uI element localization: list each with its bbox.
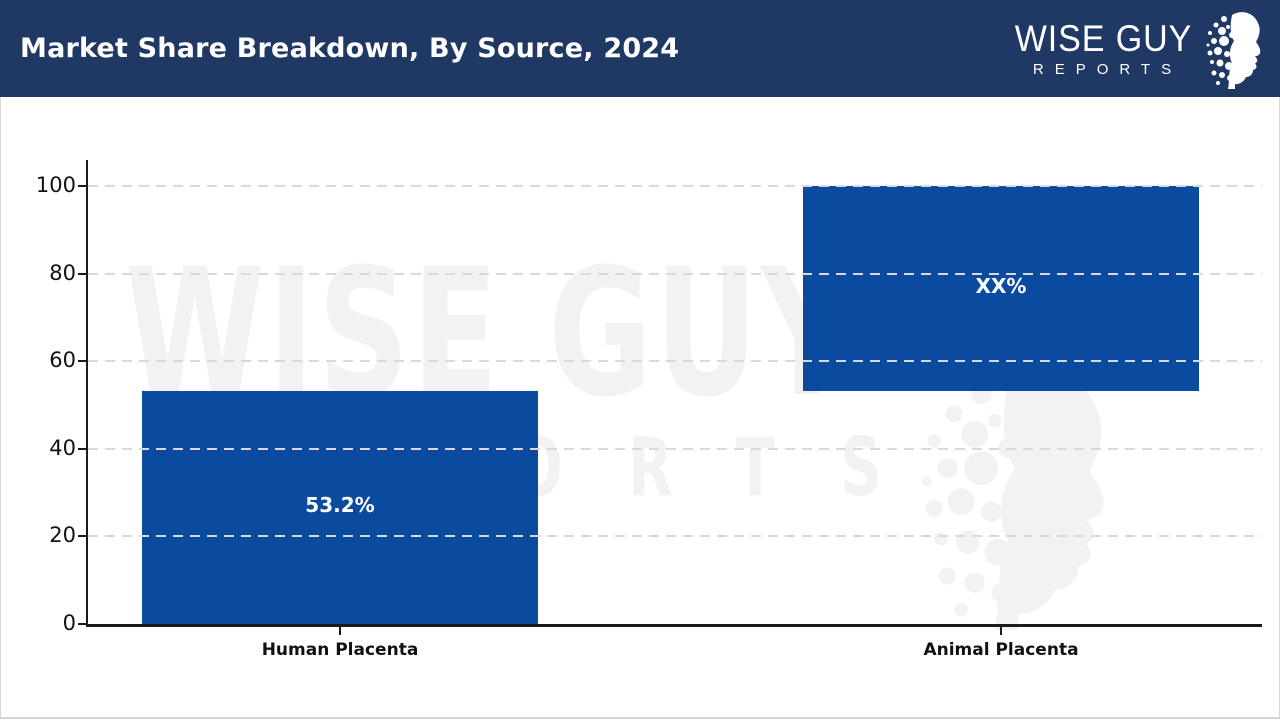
page-title: Market Share Breakdown, By Source, 2024 [20,33,680,64]
bar-animal-placenta [803,186,1199,391]
bar-value-label: 53.2% [305,493,375,518]
gridline-100 [88,185,1262,187]
x-category-label: Animal Placenta [923,640,1079,660]
y-tick-label-80: 80 [49,260,76,285]
y-tick-label-60: 60 [49,348,76,373]
gridline-40 [88,447,1262,450]
gridline-80 [88,272,1262,275]
y-tick-0 [78,623,86,625]
gridline-20 [88,535,1262,538]
y-axis-spine [86,160,88,627]
y-tick-label-0: 0 [62,611,76,635]
y-tick-60 [78,360,86,363]
gridline-60 [88,360,1262,363]
y-tick-20 [78,535,86,538]
header: Market Share Breakdown, By Source, 2024 … [0,0,1280,97]
brand-logo: WISE GUY REPORTS [1007,9,1266,89]
y-tick-label-40: 40 [49,435,76,460]
bar-human-placenta [142,390,538,624]
x-tick-1 [1000,627,1002,635]
x-axis-spine [86,624,1262,627]
logo-line2: REPORTS [1032,61,1183,78]
y-tick-label-100: 100 [35,173,76,197]
y-tick-80 [78,272,86,275]
bar-value-label: XX% [975,274,1027,299]
logo-wordmark: WISE GUY REPORTS [1007,20,1200,77]
x-category-label: Human Placenta [261,640,419,660]
y-tick-40 [78,447,86,450]
x-tick-0 [339,627,341,635]
logo-line1: WISE GUY [1014,18,1193,59]
y-tick-100 [78,185,86,187]
y-tick-label-20: 20 [49,523,76,548]
